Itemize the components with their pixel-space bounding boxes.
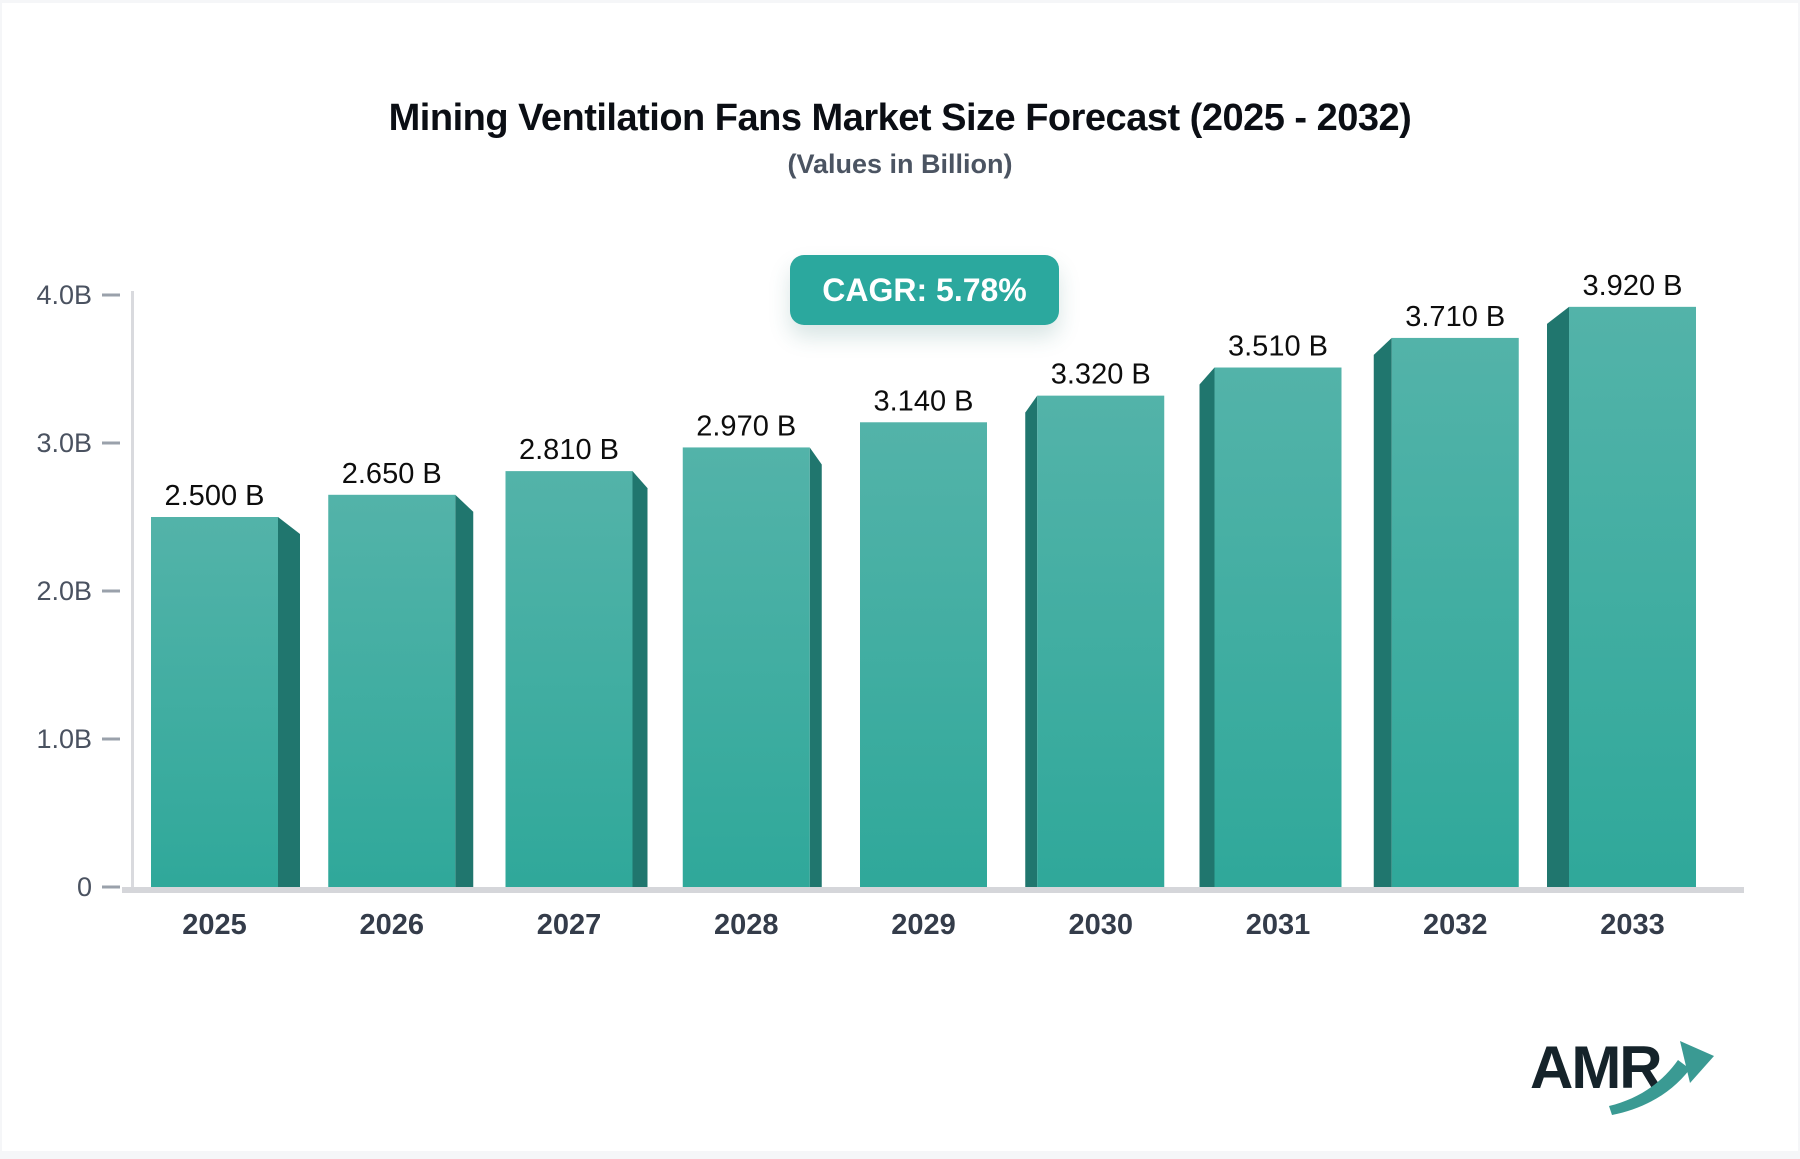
growth-arrow-icon [1609,1041,1714,1115]
chart-subtitle: (Values in Billion) [787,149,1013,179]
cagr-badge: CAGR: 5.78% [790,255,1059,325]
y-axis-line [131,291,134,893]
bar-side-face [632,471,648,891]
bar-value-label: 2.810 B [519,434,619,466]
bar-front-face [682,447,810,891]
bar-value-label: 3.140 B [874,385,974,417]
bar-value-label: 2.650 B [342,458,442,490]
x-axis-label: 2027 [537,909,602,941]
bar-front-face [151,517,278,891]
y-axis-tick [102,885,120,889]
bar-front-face [1391,337,1519,891]
y-axis-tick [102,441,120,445]
bar-2031: 3.510 B 2031 [1199,331,1342,941]
cagr-badge-label: CAGR: 5.78% [822,271,1027,308]
bar-side-face [1025,395,1038,891]
bar-side-face [455,494,474,891]
y-axis-tick [102,293,120,297]
bar-side-face [1547,306,1569,892]
chart-card: Mining Ventilation Fans Market Size Fore… [2,3,1798,1151]
bar-front-face [1214,367,1342,891]
bar-side-face [809,447,822,891]
bar-value-label: 3.510 B [1228,331,1328,363]
y-axis-label: 3.0B [36,428,92,458]
x-axis-label: 2030 [1068,909,1133,941]
bar-value-label: 3.320 B [1051,359,1151,391]
chart-title: Mining Ventilation Fans Market Size Fore… [388,97,1412,139]
x-axis-label: 2029 [891,909,956,941]
bar-2033: 3.920 B 2033 [1547,270,1696,941]
x-axis-label: 2026 [359,909,424,941]
bar-side-face [1199,367,1215,891]
bar-value-label: 2.970 B [696,410,796,442]
x-axis-label: 2031 [1246,909,1311,941]
x-axis-label: 2033 [1600,909,1665,941]
y-axis-label: 2.0B [36,576,92,606]
bar-2030: 3.320 B 2030 [1025,359,1165,941]
bar-value-label: 3.710 B [1405,301,1505,333]
x-axis-label: 2032 [1423,909,1488,941]
amr-logo-text: AMR [1530,1034,1663,1101]
bar-side-face [1373,337,1392,891]
x-axis-baseline [122,887,1744,893]
bar-front-face [328,494,456,891]
y-axis-label: 0 [77,872,92,902]
y-axis-tick [102,589,120,593]
x-axis-label: 2025 [182,909,247,941]
bar-front-face [860,422,987,891]
y-axis-tick [102,737,120,741]
amr-logo: AMR [1524,1025,1724,1125]
y-axis-label: 4.0B [36,280,92,310]
bar-2025: 2.500 B 2025 [151,480,300,941]
bar-2027: 2.810 B 2027 [505,434,648,941]
bar-front-face [1569,306,1696,892]
bar-side-face [278,517,300,891]
x-axis-label: 2028 [714,909,779,941]
bar-value-label: 2.500 B [165,480,265,512]
bar-front-face [1037,395,1165,891]
bar-2032: 3.710 B 2032 [1373,301,1519,941]
bar-value-label: 3.920 B [1583,270,1683,302]
bar-2029: 3.140 B 2029 [860,385,987,941]
bar-2026: 2.650 B 2026 [328,458,474,941]
bar-2028: 2.970 B 2028 [682,410,822,941]
y-axis-label: 1.0B [36,724,92,754]
bar-front-face [505,471,633,891]
